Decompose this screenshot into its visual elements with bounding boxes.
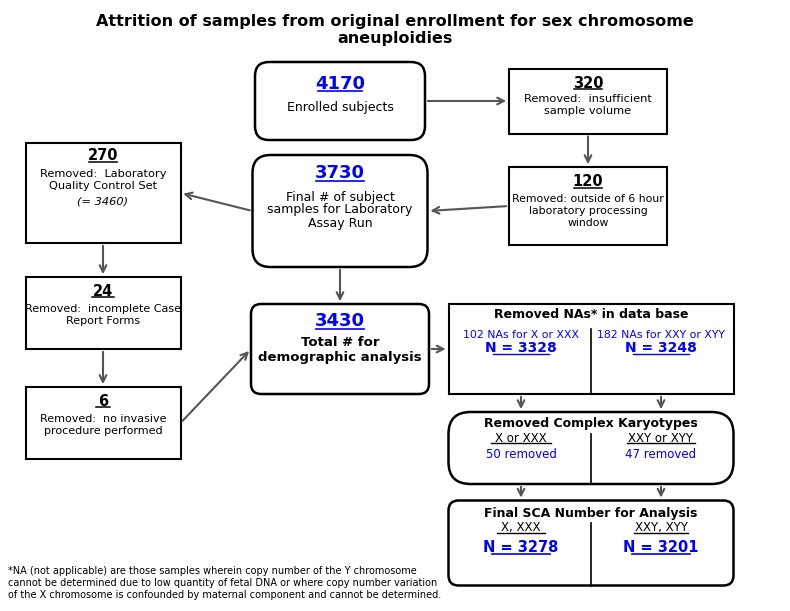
Text: 120: 120: [573, 175, 604, 189]
Bar: [25, 387, 180, 459]
Text: Total # for: Total # for: [301, 337, 379, 349]
Text: Removed:  Laboratory: Removed: Laboratory: [40, 169, 166, 179]
Text: N = 3328: N = 3328: [485, 341, 557, 355]
Text: Assay Run: Assay Run: [307, 218, 372, 230]
Text: 47 removed: 47 removed: [626, 447, 697, 461]
Bar: [449, 304, 733, 394]
Text: Removed NAs* in data base: Removed NAs* in data base: [494, 307, 688, 321]
Text: 320: 320: [573, 76, 604, 90]
Text: 6: 6: [98, 393, 108, 409]
Text: 50 removed: 50 removed: [486, 447, 556, 461]
Text: XXY or XYY: XXY or XYY: [629, 431, 694, 444]
Text: (= 3460): (= 3460): [77, 196, 129, 206]
Text: 24: 24: [93, 284, 113, 299]
Text: samples for Laboratory: samples for Laboratory: [267, 203, 412, 216]
Bar: [509, 68, 667, 133]
Bar: [509, 167, 667, 245]
Text: 102 NAs for X or XXX: 102 NAs for X or XXX: [463, 330, 579, 340]
Text: sample volume: sample volume: [544, 106, 631, 116]
Text: 4170: 4170: [315, 75, 365, 93]
Text: procedure performed: procedure performed: [43, 426, 162, 436]
Text: Final # of subject: Final # of subject: [285, 191, 394, 203]
Text: XXY, XYY: XXY, XYY: [634, 522, 687, 535]
Text: X or XXX: X or XXX: [495, 431, 547, 444]
Text: *NA (not applicable) are those samples wherein copy number of the Y chromosome
c: *NA (not applicable) are those samples w…: [8, 566, 442, 599]
Text: Final SCA Number for Analysis: Final SCA Number for Analysis: [484, 507, 698, 519]
Text: Removed: outside of 6 hour: Removed: outside of 6 hour: [512, 194, 664, 204]
Text: 270: 270: [88, 148, 118, 164]
Text: 3430: 3430: [315, 312, 365, 330]
FancyBboxPatch shape: [449, 412, 733, 484]
Text: N = 3201: N = 3201: [623, 540, 698, 555]
FancyBboxPatch shape: [251, 304, 429, 394]
FancyBboxPatch shape: [253, 155, 427, 267]
Text: Enrolled subjects: Enrolled subjects: [287, 100, 393, 114]
Text: Quality Control Set: Quality Control Set: [49, 181, 157, 191]
Text: 3730: 3730: [315, 164, 365, 182]
Text: Removed:  no invasive: Removed: no invasive: [40, 414, 166, 424]
FancyBboxPatch shape: [255, 62, 425, 140]
Text: window: window: [567, 218, 608, 228]
Text: Removed:  insufficient: Removed: insufficient: [524, 94, 652, 104]
Text: N = 3248: N = 3248: [625, 341, 697, 355]
Bar: [25, 277, 180, 349]
Text: Attrition of samples from original enrollment for sex chromosome
aneuploidies: Attrition of samples from original enrol…: [96, 14, 694, 46]
Text: X, XXX: X, XXX: [501, 522, 540, 535]
FancyBboxPatch shape: [449, 500, 733, 585]
Text: Removed:  incomplete Case: Removed: incomplete Case: [25, 304, 181, 314]
Text: 182 NAs for XXY or XYY: 182 NAs for XXY or XYY: [597, 330, 725, 340]
Text: Removed Complex Karyotypes: Removed Complex Karyotypes: [484, 417, 698, 431]
Bar: [25, 143, 180, 243]
Text: laboratory processing: laboratory processing: [529, 206, 647, 216]
Text: N = 3278: N = 3278: [483, 540, 559, 555]
Text: demographic analysis: demographic analysis: [258, 351, 422, 365]
Text: Report Forms: Report Forms: [66, 316, 140, 326]
